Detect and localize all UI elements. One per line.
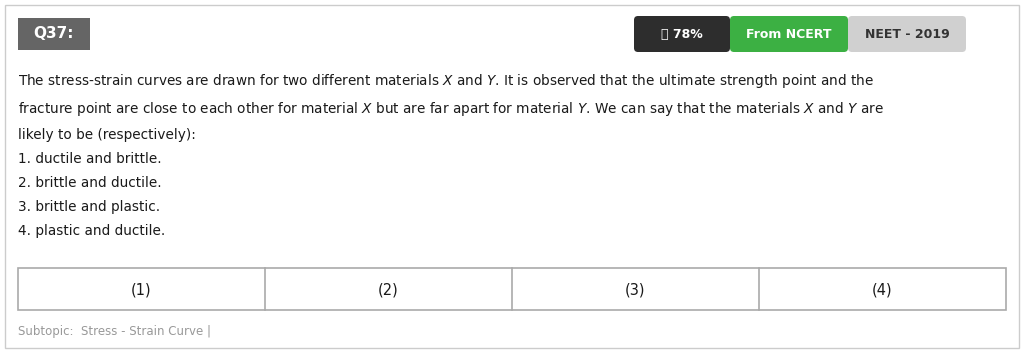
- Text: likely to be (respectively):: likely to be (respectively):: [18, 128, 196, 142]
- Text: (4): (4): [872, 282, 893, 298]
- Text: 4. plastic and ductile.: 4. plastic and ductile.: [18, 224, 165, 238]
- FancyBboxPatch shape: [730, 16, 848, 52]
- Text: The stress-strain curves are drawn for two different materials $X$ and $Y$. It i: The stress-strain curves are drawn for t…: [18, 72, 874, 90]
- Text: (2): (2): [378, 282, 399, 298]
- Text: Subtopic:  Stress - Strain Curve |: Subtopic: Stress - Strain Curve |: [18, 325, 211, 338]
- FancyBboxPatch shape: [5, 5, 1019, 348]
- Text: (1): (1): [131, 282, 152, 298]
- Text: 1. ductile and brittle.: 1. ductile and brittle.: [18, 152, 162, 166]
- FancyBboxPatch shape: [848, 16, 966, 52]
- Text: fracture point are close to each other for material $X$ but are far apart for ma: fracture point are close to each other f…: [18, 100, 884, 118]
- Text: NEET - 2019: NEET - 2019: [864, 28, 949, 41]
- Text: 3. brittle and plastic.: 3. brittle and plastic.: [18, 200, 160, 214]
- Text: From NCERT: From NCERT: [746, 28, 831, 41]
- FancyBboxPatch shape: [634, 16, 730, 52]
- FancyBboxPatch shape: [18, 18, 90, 50]
- Text: 2. brittle and ductile.: 2. brittle and ductile.: [18, 176, 162, 190]
- Text: Q37:: Q37:: [34, 26, 75, 42]
- FancyBboxPatch shape: [18, 268, 1006, 310]
- Text: (3): (3): [626, 282, 646, 298]
- Text: 👍 78%: 👍 78%: [662, 28, 702, 41]
